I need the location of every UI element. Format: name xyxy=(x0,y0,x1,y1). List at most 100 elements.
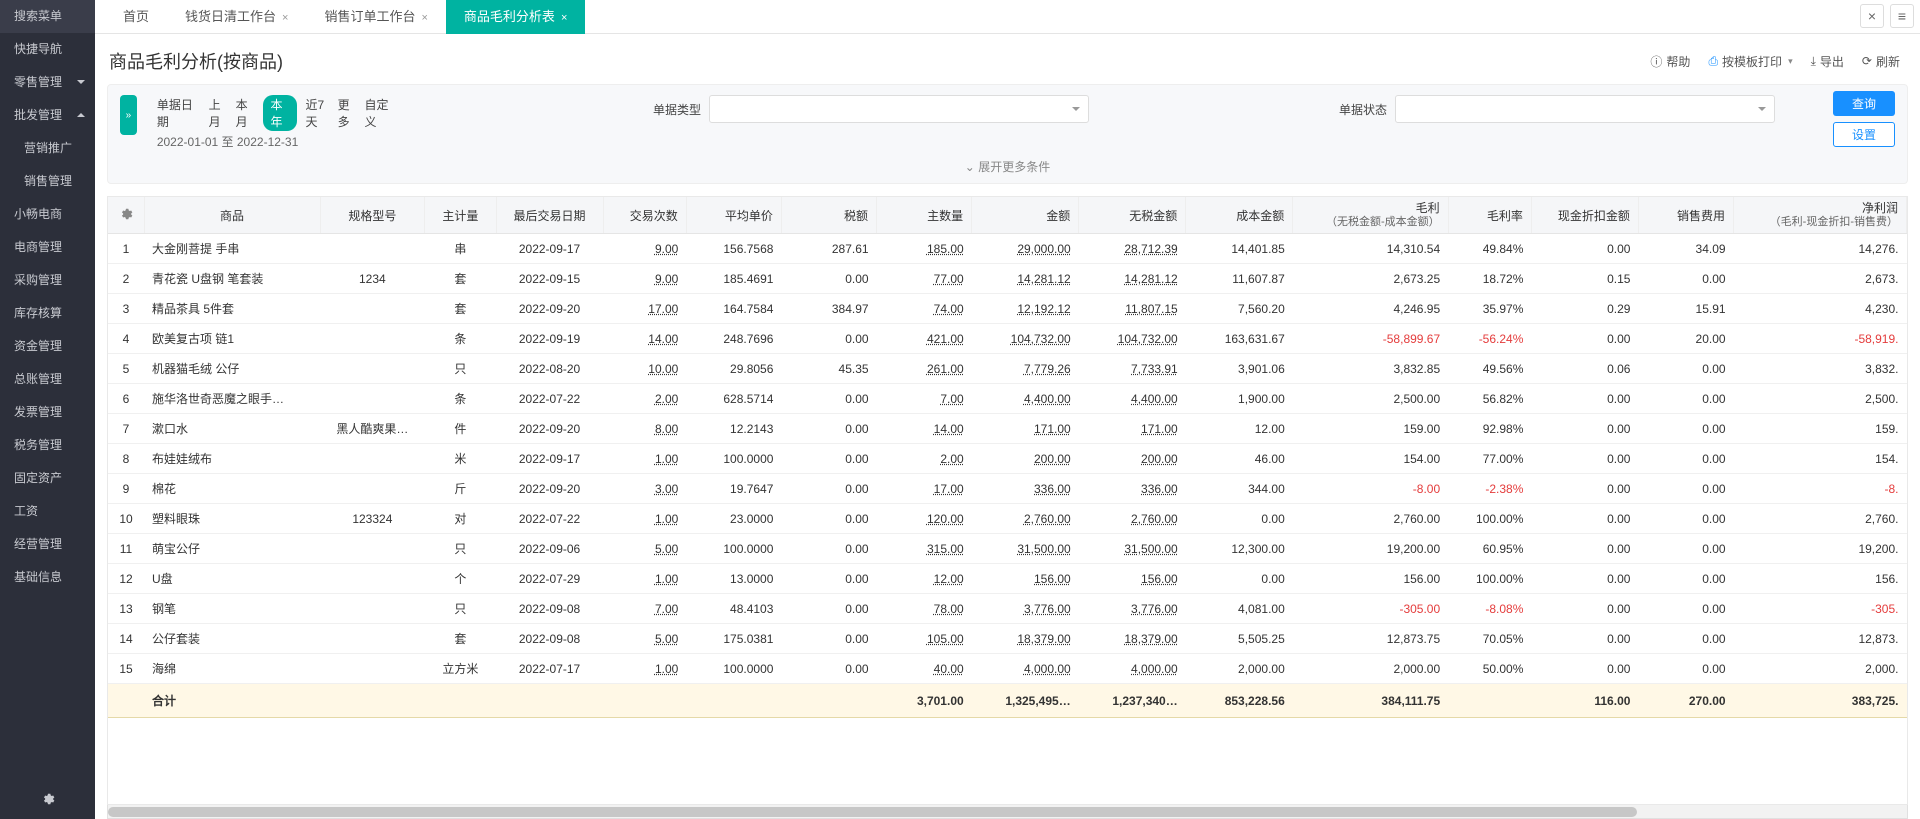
cell-main_qty[interactable]: 120.00 xyxy=(877,504,972,534)
cell-trade_cnt[interactable]: 17.00 xyxy=(603,294,686,324)
cell-main_qty[interactable]: 7.00 xyxy=(877,384,972,414)
tab-3[interactable]: 商品毛利分析表× xyxy=(446,0,585,34)
cell-amount[interactable]: 29,000.00 xyxy=(972,234,1079,264)
tab-2[interactable]: 销售订单工作台× xyxy=(306,0,445,34)
table-row[interactable]: 8布娃娃绒布米2022-09-171.00100.00000.002.00200… xyxy=(108,444,1907,474)
cell-main_qty[interactable]: 40.00 xyxy=(877,654,972,684)
cell-amount_notax[interactable]: 31,500.00 xyxy=(1079,534,1186,564)
cell-amount[interactable]: 14,281.12 xyxy=(972,264,1079,294)
cell-amount[interactable]: 171.00 xyxy=(972,414,1079,444)
tab-more-button[interactable]: ≡ xyxy=(1890,4,1914,28)
table-settings-header[interactable] xyxy=(108,197,144,234)
close-icon[interactable]: × xyxy=(561,12,567,24)
cell-amount_notax[interactable]: 3,776.00 xyxy=(1079,594,1186,624)
table-row[interactable]: 9棉花斤2022-09-203.0019.76470.0017.00336.00… xyxy=(108,474,1907,504)
sidebar-item-3[interactable]: 批发管理 xyxy=(0,99,95,132)
close-icon[interactable]: × xyxy=(282,12,288,24)
cell-amount[interactable]: 336.00 xyxy=(972,474,1079,504)
sidebar-item-9[interactable]: 库存核算 xyxy=(0,297,95,330)
table-row[interactable]: 15海绵立方米2022-07-171.00100.00000.0040.004,… xyxy=(108,654,1907,684)
cell-trade_cnt[interactable]: 1.00 xyxy=(603,564,686,594)
cell-trade_cnt[interactable]: 3.00 xyxy=(603,474,686,504)
cell-main_qty[interactable]: 77.00 xyxy=(877,264,972,294)
cell-trade_cnt[interactable]: 5.00 xyxy=(603,624,686,654)
cell-trade_cnt[interactable]: 14.00 xyxy=(603,324,686,354)
table-scroll[interactable]: 商品规格型号主计量最后交易日期交易次数平均单价税额主数量金额无税金额成本金额毛利… xyxy=(107,196,1908,805)
cell-amount_notax[interactable]: 14,281.12 xyxy=(1079,264,1186,294)
table-row[interactable]: 6施华洛世奇恶魔之眼手…条2022-07-222.00628.57140.007… xyxy=(108,384,1907,414)
horizontal-scrollbar[interactable] xyxy=(107,805,1908,819)
query-button[interactable]: 查询 xyxy=(1833,91,1895,116)
sidebar-item-0[interactable]: 搜索菜单 xyxy=(0,0,95,33)
print-button[interactable]: ⎙ 按模板打印 ▾ xyxy=(1708,53,1792,70)
date-opt-5[interactable]: 自定义 xyxy=(365,96,393,130)
cell-amount_notax[interactable]: 4,000.00 xyxy=(1079,654,1186,684)
cell-amount_notax[interactable]: 156.00 xyxy=(1079,564,1186,594)
cell-main_qty[interactable]: 74.00 xyxy=(877,294,972,324)
cell-amount_notax[interactable]: 336.00 xyxy=(1079,474,1186,504)
sidebar-item-6[interactable]: 小畅电商 xyxy=(0,198,95,231)
tab-0[interactable]: 首页 xyxy=(105,0,167,34)
table-row[interactable]: 4欧美复古项 链1条2022-09-1914.00248.76960.00421… xyxy=(108,324,1907,354)
sidebar-item-11[interactable]: 总账管理 xyxy=(0,363,95,396)
cell-trade_cnt[interactable]: 2.00 xyxy=(603,384,686,414)
date-opt-4[interactable]: 更多 xyxy=(338,96,357,130)
cell-amount_notax[interactable]: 2,760.00 xyxy=(1079,504,1186,534)
cell-amount[interactable]: 4,000.00 xyxy=(972,654,1079,684)
table-row[interactable]: 13钢笔只2022-09-087.0048.41030.0078.003,776… xyxy=(108,594,1907,624)
sidebar-item-8[interactable]: 采购管理 xyxy=(0,264,95,297)
cell-main_qty[interactable]: 78.00 xyxy=(877,594,972,624)
tab-1[interactable]: 钱货日清工作台× xyxy=(167,0,306,34)
date-opt-0[interactable]: 上月 xyxy=(209,96,228,130)
sidebar-item-15[interactable]: 工资 xyxy=(0,495,95,528)
sidebar-item-1[interactable]: 快捷导航 xyxy=(0,33,95,66)
sidebar-item-4[interactable]: 营销推广 xyxy=(0,132,95,165)
cell-amount[interactable]: 3,776.00 xyxy=(972,594,1079,624)
close-icon[interactable]: × xyxy=(421,12,427,24)
doc-type-select[interactable] xyxy=(709,95,1089,123)
sidebar-item-10[interactable]: 资金管理 xyxy=(0,330,95,363)
cell-main_qty[interactable]: 261.00 xyxy=(877,354,972,384)
table-row[interactable]: 2青花瓷 U盘钢 笔套装1234套2022-09-159.00185.46910… xyxy=(108,264,1907,294)
cell-trade_cnt[interactable]: 10.00 xyxy=(603,354,686,384)
sidebar-item-5[interactable]: 销售管理 xyxy=(0,165,95,198)
cell-trade_cnt[interactable]: 7.00 xyxy=(603,594,686,624)
cell-trade_cnt[interactable]: 9.00 xyxy=(603,264,686,294)
cell-amount_notax[interactable]: 171.00 xyxy=(1079,414,1186,444)
cell-trade_cnt[interactable]: 8.00 xyxy=(603,414,686,444)
table-row[interactable]: 14公仔套装套2022-09-085.00175.03810.00105.001… xyxy=(108,624,1907,654)
cell-amount[interactable]: 12,192.12 xyxy=(972,294,1079,324)
sidebar-item-17[interactable]: 基础信息 xyxy=(0,561,95,594)
table-row[interactable]: 12U盘个2022-07-291.0013.00000.0012.00156.0… xyxy=(108,564,1907,594)
cell-amount_notax[interactable]: 200.00 xyxy=(1079,444,1186,474)
tab-close-button[interactable]: × xyxy=(1860,4,1884,28)
date-opt-2[interactable]: 本年 xyxy=(263,95,298,131)
cell-amount[interactable]: 31,500.00 xyxy=(972,534,1079,564)
cell-amount[interactable]: 200.00 xyxy=(972,444,1079,474)
cell-amount[interactable]: 156.00 xyxy=(972,564,1079,594)
table-row[interactable]: 5机器猫毛绒 公仔只2022-08-2010.0029.805645.35261… xyxy=(108,354,1907,384)
scrollbar-thumb[interactable] xyxy=(108,807,1637,817)
cell-amount_notax[interactable]: 4,400.00 xyxy=(1079,384,1186,414)
table-row[interactable]: 7漱口水黑人酷爽果…件2022-09-208.0012.21430.0014.0… xyxy=(108,414,1907,444)
cell-amount_notax[interactable]: 7,733.91 xyxy=(1079,354,1186,384)
table-row[interactable]: 11萌宝公仔只2022-09-065.00100.00000.00315.003… xyxy=(108,534,1907,564)
cell-amount[interactable]: 18,379.00 xyxy=(972,624,1079,654)
export-button[interactable]: ⤓ 导出 xyxy=(1811,53,1844,70)
expand-filters-button[interactable]: ⌄ 展开更多条件 xyxy=(108,154,1907,183)
cell-trade_cnt[interactable]: 1.00 xyxy=(603,444,686,474)
cell-main_qty[interactable]: 315.00 xyxy=(877,534,972,564)
cell-trade_cnt[interactable]: 1.00 xyxy=(603,504,686,534)
cell-amount[interactable]: 2,760.00 xyxy=(972,504,1079,534)
table-row[interactable]: 1大金刚菩提 手串串2022-09-179.00156.7568287.6118… xyxy=(108,234,1907,264)
doc-status-select[interactable] xyxy=(1395,95,1775,123)
cell-main_qty[interactable]: 105.00 xyxy=(877,624,972,654)
cell-main_qty[interactable]: 12.00 xyxy=(877,564,972,594)
cell-amount_notax[interactable]: 18,379.00 xyxy=(1079,624,1186,654)
cell-main_qty[interactable]: 421.00 xyxy=(877,324,972,354)
cell-trade_cnt[interactable]: 1.00 xyxy=(603,654,686,684)
sidebar-item-16[interactable]: 经营管理 xyxy=(0,528,95,561)
cell-amount[interactable]: 104,732.00 xyxy=(972,324,1079,354)
cell-trade_cnt[interactable]: 9.00 xyxy=(603,234,686,264)
cell-main_qty[interactable]: 17.00 xyxy=(877,474,972,504)
